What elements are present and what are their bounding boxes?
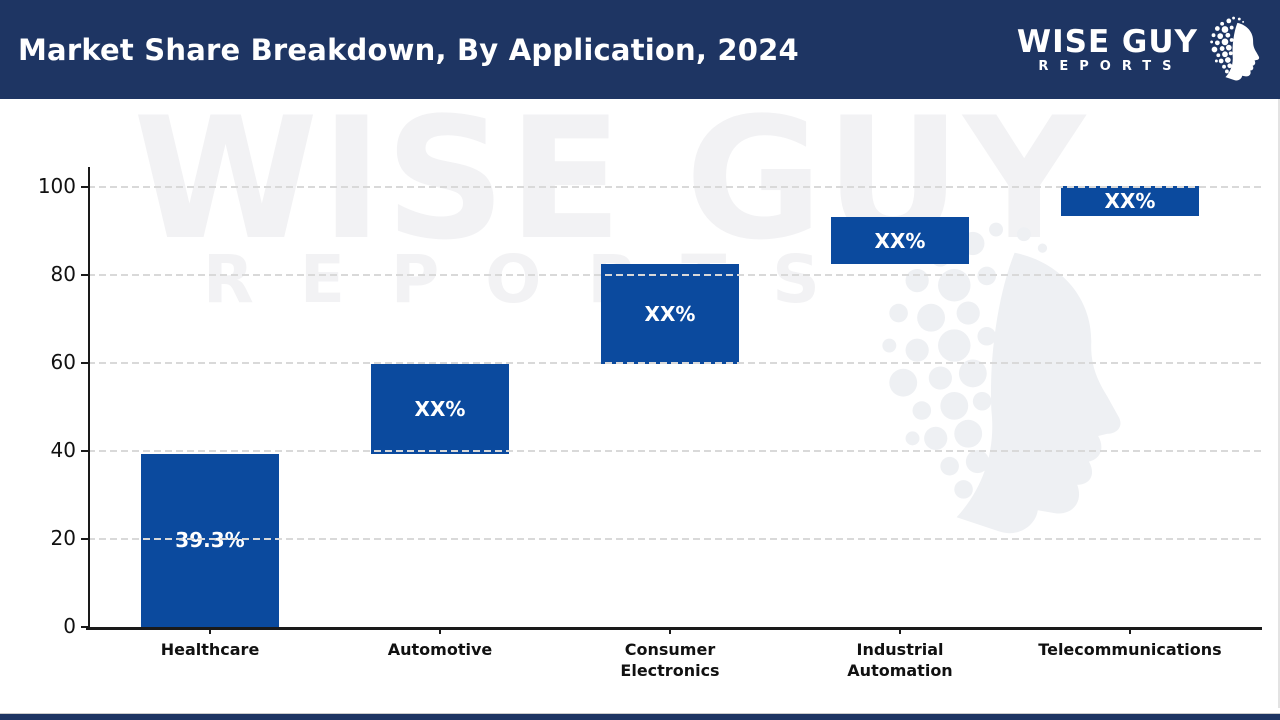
x-category-label: Telecommunications (1038, 640, 1222, 659)
logo-head-icon (1210, 16, 1260, 80)
footer-bar (0, 714, 1280, 720)
chart-area: WISE GUY REPORTS 0 20 40 60 80 100 39.3% XX% XX%… (0, 81, 1280, 714)
x-tick-2 (669, 627, 671, 634)
gridline-40 (88, 449, 1262, 452)
bar-value-label: XX% (1104, 189, 1156, 214)
y-tick-40 (81, 449, 88, 452)
y-tick-0 (81, 626, 88, 628)
y-tick-label-60: 60 (50, 349, 76, 374)
gridline-100 (88, 185, 1262, 188)
y-tick-20 (81, 537, 88, 540)
x-category-label: Industrial Automation (847, 640, 953, 680)
y-tick-80 (81, 273, 88, 276)
y-tick-label-80: 80 (50, 261, 76, 286)
gridline-20 (88, 537, 1262, 540)
page-title: Market Share Breakdown, By Application, … (18, 32, 799, 67)
bar-value-label: XX% (644, 302, 696, 326)
x-tick-0 (209, 627, 211, 634)
y-tick-60 (81, 361, 88, 364)
bar-automotive: XX% (371, 363, 509, 454)
x-category-label: Healthcare (160, 640, 260, 659)
y-tick-label-100: 100 (37, 173, 76, 198)
x-axis-spine (86, 627, 1262, 630)
x-tick-3 (899, 627, 901, 634)
logo-subtitle: REPORTS (1038, 58, 1183, 74)
logo-wordmark: WISE GUY (1016, 23, 1198, 60)
gridline-60 (88, 361, 1262, 364)
bar-value-label: 39.3% (175, 528, 245, 553)
y-tick-100 (81, 185, 88, 188)
y-tick-label-40: 40 (50, 437, 76, 462)
y-tick-label-20: 20 (50, 525, 76, 550)
bar-telecommunications: XX% (1061, 185, 1199, 217)
gridline-80 (88, 273, 1262, 276)
x-tick-4 (1129, 627, 1131, 634)
bar-industrial-automation: XX% (831, 217, 969, 265)
bar-value-label: XX% (874, 228, 926, 253)
watermark-text-line2: REPORTS (203, 241, 866, 318)
wiseguy-logo: WISE GUY REPORTS (1017, 10, 1266, 90)
x-tick-1 (439, 627, 441, 634)
logo-text: WISE GUY REPORTS (1017, 25, 1198, 75)
right-edge-line (1278, 99, 1280, 708)
x-category-label: Consumer Electronics (620, 640, 720, 680)
x-category-label: Automotive (387, 640, 493, 659)
bar-value-label: XX% (414, 396, 466, 421)
bar-healthcare: 39.3% (141, 453, 279, 627)
header-bar: Market Share Breakdown, By Application, … (0, 0, 1280, 99)
bar-consumer-electronics: XX% (601, 264, 739, 364)
y-tick-label-0: 0 (63, 614, 76, 638)
footer-hairline (0, 713, 1280, 714)
y-axis-spine (88, 166, 90, 629)
